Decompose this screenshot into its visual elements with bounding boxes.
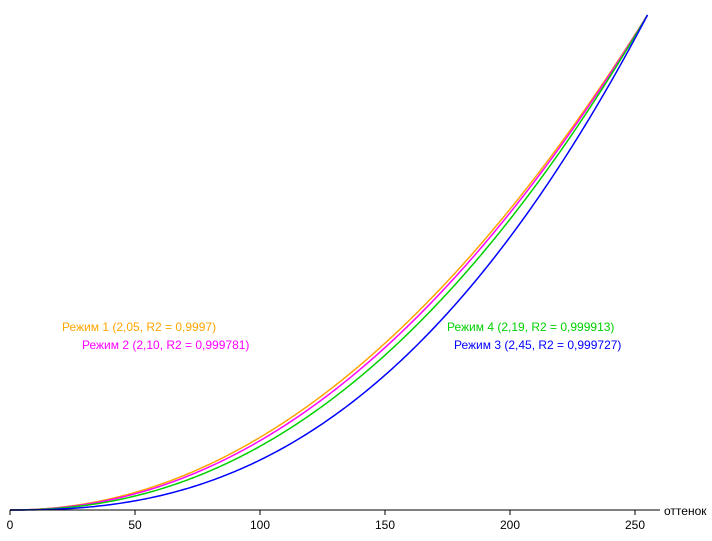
x-tick-label: 50	[128, 518, 141, 532]
x-axis-label: оттенок	[664, 504, 707, 518]
series-line	[10, 15, 648, 510]
series-label: Режим 1 (2,05, R2 = 0,9997)	[62, 320, 216, 334]
x-tick-label: 0	[7, 518, 14, 532]
x-tick-label: 100	[250, 518, 270, 532]
x-tick-label: 150	[375, 518, 395, 532]
x-tick-label: 250	[625, 518, 645, 532]
series-label: Режим 2 (2,10, R2 = 0,999781)	[82, 338, 249, 352]
gamma-curve-chart	[0, 0, 712, 541]
series-line	[10, 15, 648, 510]
series-label: Режим 3 (2,45, R2 = 0,999727)	[454, 338, 621, 352]
x-tick-label: 200	[500, 518, 520, 532]
series-label: Режим 4 (2,19, R2 = 0,999913)	[447, 320, 614, 334]
series-line	[10, 15, 648, 510]
series-line	[10, 15, 648, 510]
